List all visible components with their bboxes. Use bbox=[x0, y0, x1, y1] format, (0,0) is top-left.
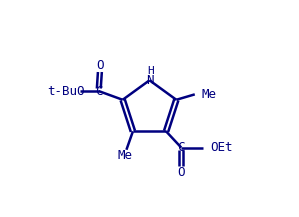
Text: N: N bbox=[146, 74, 153, 87]
Text: H: H bbox=[147, 66, 154, 76]
Text: Me: Me bbox=[201, 88, 216, 101]
Text: O: O bbox=[96, 59, 104, 72]
Text: t-BuO: t-BuO bbox=[48, 85, 85, 98]
Text: O: O bbox=[178, 166, 185, 179]
Text: Me: Me bbox=[118, 149, 133, 162]
Text: C: C bbox=[95, 85, 103, 98]
Text: OEt: OEt bbox=[210, 141, 233, 154]
Text: C: C bbox=[178, 141, 185, 154]
